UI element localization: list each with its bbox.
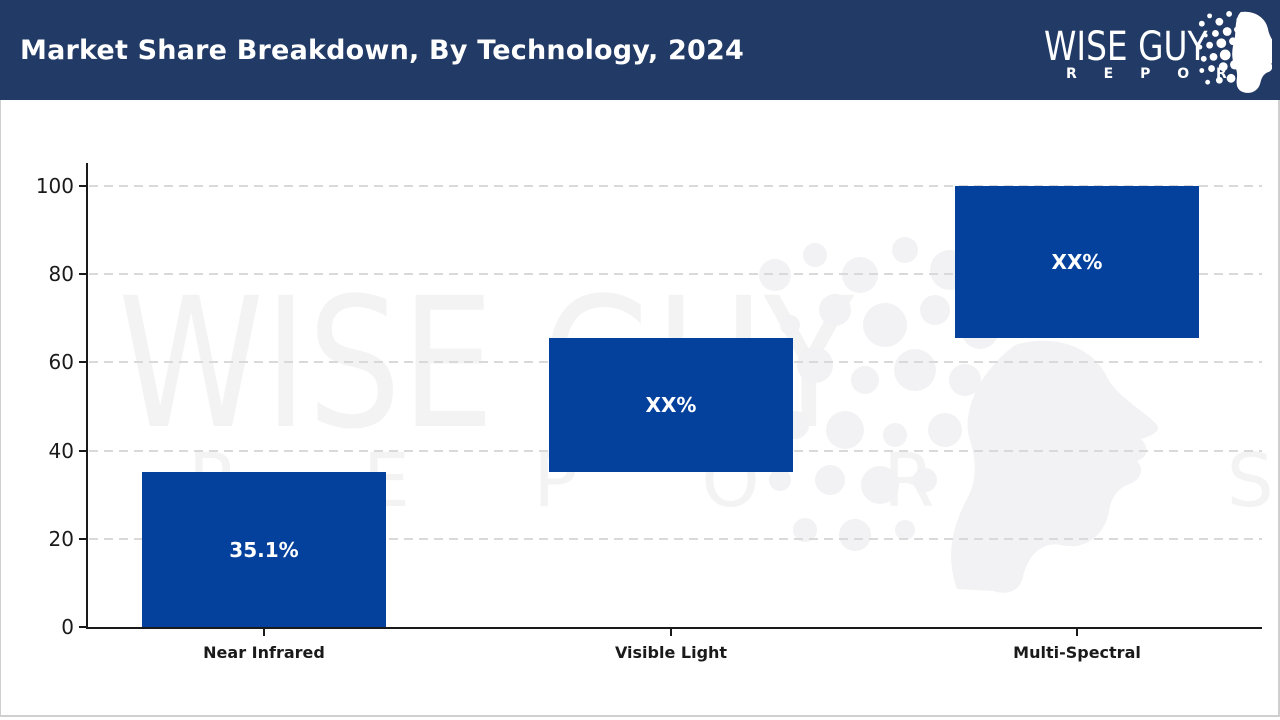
- x-tick-mark: [670, 629, 672, 636]
- bar: XX%: [955, 186, 1199, 339]
- gridline: [89, 537, 1262, 540]
- x-category-label: Multi-Spectral: [1013, 643, 1141, 662]
- gridline: [89, 273, 1262, 276]
- y-tick-mark: [79, 361, 88, 364]
- y-axis-spine: [86, 163, 88, 629]
- y-tick-mark: [79, 185, 88, 187]
- y-tick-label: 40: [48, 438, 74, 463]
- bar-value-label: XX%: [1051, 250, 1103, 275]
- logo-subtitle: R E P O R T S: [1066, 66, 1280, 82]
- x-category-label: Near Infrared: [203, 643, 325, 662]
- y-tick-label: 100: [35, 174, 74, 198]
- page-right-border: [1278, 100, 1280, 717]
- y-tick-label: 20: [48, 526, 74, 551]
- bar: XX%: [549, 338, 793, 473]
- y-tick-mark: [79, 449, 88, 452]
- y-tick-mark: [79, 626, 88, 628]
- page-bottom-border: [0, 715, 1280, 717]
- header-bar: Market Share Breakdown, By Technology, 2…: [0, 0, 1280, 100]
- wise-guy-reports-logo: WISE GUY R E P O R T S: [1024, 0, 1280, 100]
- x-axis-spine: [86, 627, 1262, 629]
- x-tick-mark: [1076, 629, 1078, 636]
- plot-area: 0 20 40 60 80 100 35.1% Near Infrared XX% Visible…: [0, 100, 1280, 717]
- y-tick-mark: [79, 537, 88, 540]
- gridline: [89, 185, 1262, 187]
- bar-value-label: XX%: [645, 393, 697, 418]
- logo-wordmark: WISE GUY: [1044, 24, 1208, 70]
- bar-value-label: 35.1%: [229, 537, 299, 562]
- chart-title: Market Share Breakdown, By Technology, 2…: [20, 34, 745, 66]
- y-tick-label: 0: [61, 615, 74, 639]
- y-tick-label: 80: [48, 262, 74, 287]
- y-tick-mark: [79, 273, 88, 276]
- dotted-head-profile-icon: [1197, 11, 1272, 93]
- bar: 35.1%: [142, 472, 386, 627]
- chart-area: WISE GUY R E P O R T S 0 20 40 60 80 100 35.1%…: [0, 100, 1280, 717]
- x-tick-mark: [263, 629, 265, 636]
- y-tick-label: 60: [48, 350, 74, 375]
- x-category-label: Visible Light: [614, 643, 728, 662]
- page-left-border: [0, 100, 1, 717]
